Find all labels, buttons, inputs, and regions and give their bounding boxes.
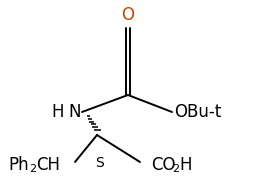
Text: Ph: Ph <box>8 156 29 174</box>
Text: CO: CO <box>151 156 176 174</box>
Text: CH: CH <box>36 156 60 174</box>
Text: OBu-t: OBu-t <box>174 103 221 121</box>
Text: S: S <box>96 156 104 170</box>
Text: N: N <box>68 103 80 121</box>
Text: H: H <box>51 103 64 121</box>
Text: 2: 2 <box>29 164 36 174</box>
Text: 2: 2 <box>172 164 179 174</box>
Text: O: O <box>122 6 134 24</box>
Text: H: H <box>179 156 191 174</box>
